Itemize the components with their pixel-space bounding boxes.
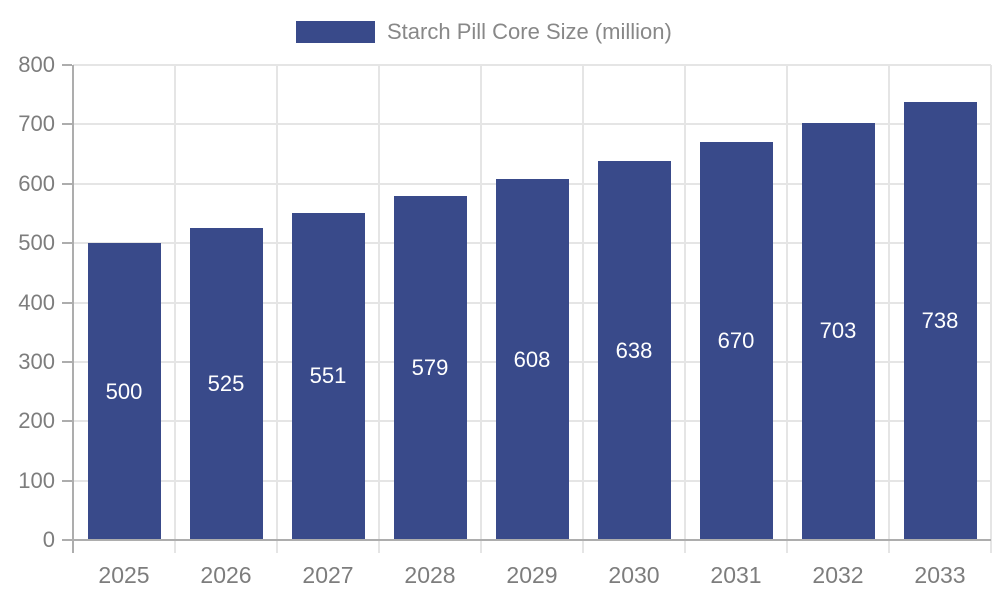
y-axis-tick [62,360,72,363]
y-axis-tick [62,420,72,423]
legend-swatch [296,21,375,43]
bar-value-label: 525 [207,371,245,397]
x-axis-tick [684,540,686,553]
y-tick-label: 100 [18,467,55,493]
x-axis-line [73,539,991,541]
y-tick-label: 200 [18,408,55,434]
gridline-vertical [276,65,278,540]
gridline-vertical [684,65,686,540]
y-axis-tick [62,301,72,304]
gridline-vertical [174,65,176,540]
bar-value-label: 638 [615,337,653,363]
x-tick-label: 2032 [812,562,864,588]
bar-value-label: 500 [105,378,143,404]
bar [597,161,671,540]
y-axis-tick [62,182,72,185]
bar-value-label: 703 [819,318,857,344]
y-tick-label: 600 [18,170,55,196]
y-axis-tick [62,539,72,541]
bar [699,142,773,540]
x-axis-tick [990,540,992,553]
bar [87,243,161,540]
y-tick-label: 300 [18,348,55,374]
x-tick-label: 2033 [914,562,966,588]
bar-value-label: 608 [513,346,551,372]
y-tick-label: 400 [18,289,55,315]
x-axis-tick [480,540,482,553]
gridline-vertical [990,65,992,540]
gridline-vertical [582,65,584,540]
y-axis-tick [62,123,72,126]
x-axis-tick [582,540,584,553]
gridline-vertical [888,65,890,540]
x-axis-tick [378,540,380,553]
gridline-horizontal [73,64,991,66]
x-tick-label: 2025 [98,562,150,588]
x-axis-tick [174,540,176,553]
x-tick-label: 2031 [710,562,762,588]
x-axis-tick [276,540,278,553]
y-axis-line [72,65,74,553]
y-axis-tick [62,64,72,66]
gridline-horizontal [73,123,991,126]
bar [903,101,977,540]
y-tick-label: 800 [18,52,55,77]
bar [393,196,467,540]
bar [291,212,365,540]
gridline-vertical [480,65,482,540]
y-axis-tick [62,242,72,245]
bar-value-label: 551 [309,363,347,389]
bar [801,122,875,540]
gridline-vertical [378,65,380,540]
x-tick-label: 2030 [608,562,660,588]
y-tick-label: 0 [42,527,55,552]
gridline-vertical [786,65,788,540]
y-tick-label: 700 [18,111,55,137]
x-axis-tick [888,540,890,553]
legend-label: Starch Pill Core Size (million) [387,19,672,44]
y-axis-tick [62,479,72,482]
x-axis-tick [786,540,788,553]
y-tick-label: 500 [18,230,55,256]
legend-item[interactable]: Starch Pill Core Size (million) [296,20,672,44]
x-tick-label: 2028 [404,562,456,588]
bar-value-label: 670 [717,328,755,354]
bar [189,228,263,540]
bar [495,179,569,540]
x-tick-label: 2027 [302,562,354,588]
bar-value-label: 738 [921,307,959,333]
bar-value-label: 579 [411,355,449,381]
x-tick-label: 2029 [506,562,558,588]
x-tick-label: 2026 [200,562,252,588]
